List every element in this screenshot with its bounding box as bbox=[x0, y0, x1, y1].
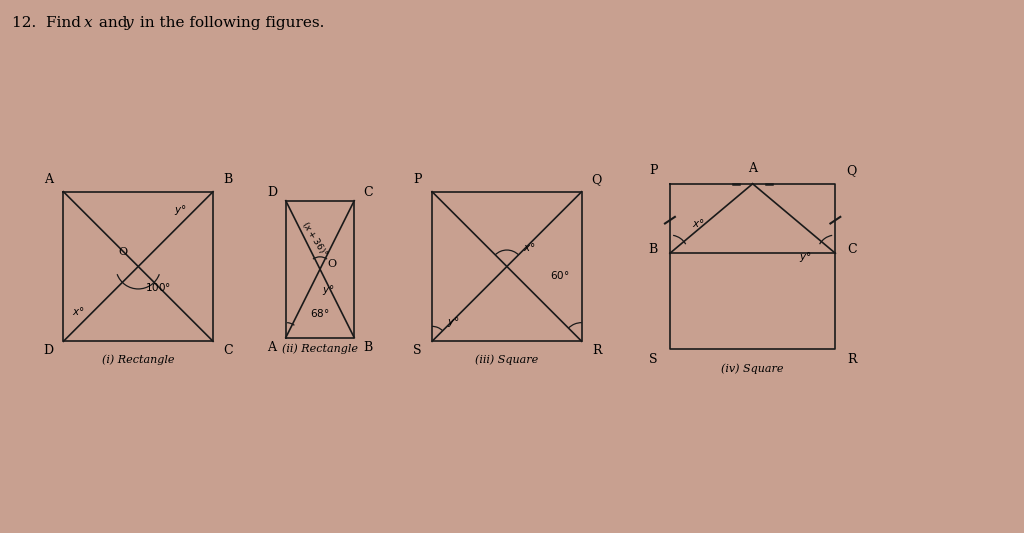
Text: (iv) Square: (iv) Square bbox=[721, 364, 784, 374]
Text: $60°$: $60°$ bbox=[550, 270, 569, 281]
Text: $x°$: $x°$ bbox=[523, 241, 536, 253]
Text: A: A bbox=[44, 173, 53, 186]
Text: S: S bbox=[649, 353, 657, 366]
Text: O: O bbox=[328, 259, 337, 269]
Text: $y°$: $y°$ bbox=[800, 249, 812, 264]
Text: P: P bbox=[413, 173, 421, 186]
Text: (ii) Rectangle: (ii) Rectangle bbox=[282, 343, 358, 354]
Text: 12.  Find: 12. Find bbox=[12, 16, 86, 30]
Text: Q: Q bbox=[592, 173, 602, 186]
Text: (iii) Square: (iii) Square bbox=[475, 354, 539, 365]
Text: $y°$: $y°$ bbox=[322, 282, 335, 297]
Text: R: R bbox=[847, 353, 857, 366]
Text: A: A bbox=[749, 163, 757, 175]
Text: $100°$: $100°$ bbox=[144, 281, 171, 294]
Text: P: P bbox=[649, 164, 657, 177]
Text: (i) Rectangle: (i) Rectangle bbox=[102, 354, 174, 365]
Text: $x°$: $x°$ bbox=[692, 217, 705, 230]
Text: $y°$: $y°$ bbox=[446, 315, 460, 329]
Text: $y°$: $y°$ bbox=[174, 203, 186, 216]
Text: A: A bbox=[267, 341, 276, 354]
Text: D: D bbox=[43, 344, 53, 357]
Text: x: x bbox=[84, 16, 92, 30]
Text: B: B bbox=[364, 341, 373, 354]
Text: R: R bbox=[592, 344, 601, 357]
Text: C: C bbox=[223, 344, 232, 357]
Text: S: S bbox=[413, 344, 421, 357]
Text: $68°$: $68°$ bbox=[310, 307, 330, 319]
Text: in the following figures.: in the following figures. bbox=[135, 16, 325, 30]
Text: C: C bbox=[847, 244, 857, 256]
Text: $(x+36)°$: $(x+36)°$ bbox=[299, 219, 331, 260]
Text: D: D bbox=[267, 186, 278, 199]
Text: B: B bbox=[649, 244, 658, 256]
Text: $x°$: $x°$ bbox=[72, 305, 85, 317]
Text: and: and bbox=[94, 16, 132, 30]
Text: O: O bbox=[119, 247, 128, 256]
Text: B: B bbox=[223, 173, 232, 186]
Text: Q: Q bbox=[847, 164, 857, 177]
Text: C: C bbox=[364, 186, 373, 199]
Text: y: y bbox=[125, 16, 133, 30]
